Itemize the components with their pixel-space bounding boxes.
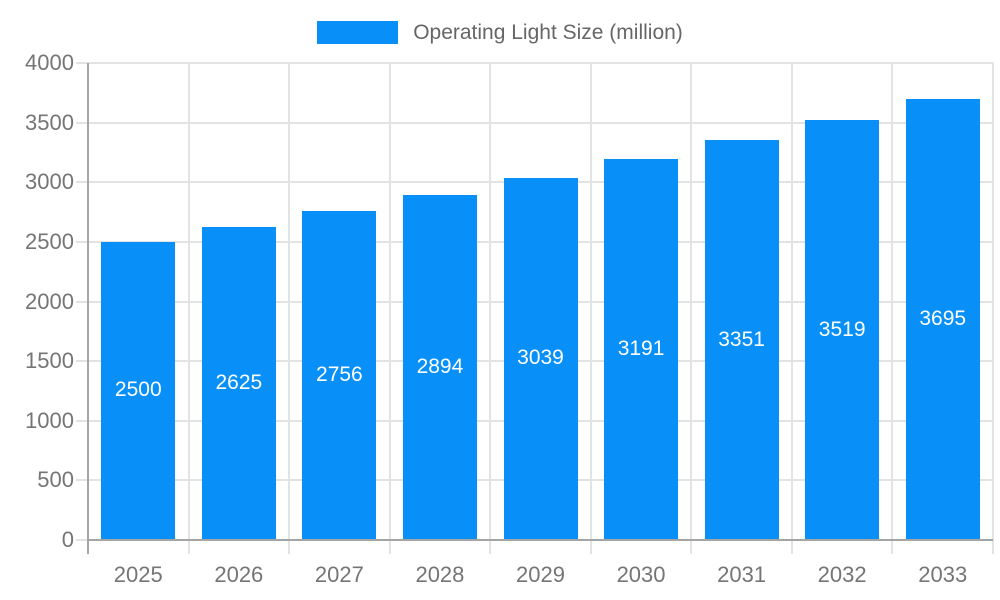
x-tick-label: 2032 [817, 562, 867, 587]
gridline-vertical [992, 63, 994, 540]
y-axis-tick [76, 360, 88, 363]
gridline-vertical [891, 63, 894, 540]
bar-2025[interactable] [101, 241, 176, 539]
gridline-vertical [790, 63, 793, 540]
y-tick-label: 2000 [25, 288, 74, 314]
y-tick-label: 4000 [25, 50, 74, 75]
x-axis-tick [288, 539, 291, 554]
x-tick-label: 2025 [113, 562, 163, 587]
bar-2029[interactable] [503, 177, 578, 539]
bar-2033[interactable] [905, 99, 980, 539]
y-tick-label: 2500 [25, 228, 74, 254]
bar-value-label: 3695 [919, 307, 967, 331]
x-axis-tick [992, 539, 994, 554]
y-tick-label: 500 [37, 467, 74, 493]
bar-value-label: 3519 [818, 317, 866, 341]
bar-2027[interactable] [302, 211, 377, 539]
y-axis-tick [76, 181, 88, 184]
gridline-vertical [187, 63, 190, 540]
bar-value-label: 3039 [517, 346, 564, 370]
gridline-horizontal [88, 121, 993, 124]
gridline-horizontal [88, 62, 993, 64]
bar-value-label: 3191 [617, 337, 665, 361]
gridline-vertical [288, 63, 291, 540]
gridline-vertical [489, 63, 492, 540]
legend-swatch [317, 21, 399, 44]
x-axis-tick [388, 539, 391, 554]
bar-value-label: 2756 [316, 363, 363, 387]
bar-value-label: 2625 [215, 370, 263, 394]
y-axis-tick [76, 479, 88, 482]
y-axis-tick [76, 419, 88, 422]
x-axis-tick [489, 539, 492, 554]
y-axis-tick [76, 121, 88, 124]
gridline-vertical [589, 63, 592, 540]
x-tick-label: 2029 [516, 562, 565, 587]
legend-label: Operating Light Size (million) [413, 20, 683, 44]
x-axis-tick [187, 539, 190, 554]
y-tick-label: 3500 [25, 109, 74, 135]
bar-value-label: 2500 [114, 378, 162, 402]
x-axis-tick [891, 539, 894, 554]
y-tick-label: 0 [61, 527, 74, 552]
x-axis-tick [589, 539, 592, 554]
bar-value-label: 2894 [416, 354, 464, 378]
bar-2026[interactable] [201, 226, 276, 539]
y-axis-line [87, 63, 89, 554]
y-tick-label: 1500 [25, 348, 74, 374]
y-axis-tick [76, 240, 88, 243]
x-tick-label: 2027 [314, 562, 364, 587]
y-axis-tick [76, 62, 88, 64]
x-axis-line [88, 539, 993, 541]
chart-legend[interactable]: Operating Light Size (million) [0, 20, 1000, 45]
x-tick-label: 2033 [918, 562, 968, 587]
bar-2030[interactable] [604, 159, 679, 539]
y-tick-label: 1000 [25, 407, 74, 433]
x-tick-label: 2028 [415, 562, 465, 587]
bar-2032[interactable] [805, 120, 880, 539]
x-tick-label: 2030 [616, 562, 666, 587]
x-tick-label: 2031 [717, 562, 767, 587]
x-axis-tick [790, 539, 793, 554]
gridline-vertical [388, 63, 391, 540]
x-tick-label: 2026 [214, 562, 264, 587]
x-axis-tick [690, 539, 693, 554]
bar-2028[interactable] [402, 194, 477, 539]
y-tick-label: 3000 [25, 169, 74, 195]
bar-value-label: 3351 [718, 327, 765, 351]
gridline-vertical [690, 63, 693, 540]
y-axis-tick [76, 539, 88, 541]
bar-2031[interactable] [704, 140, 779, 539]
y-axis-tick [76, 300, 88, 303]
